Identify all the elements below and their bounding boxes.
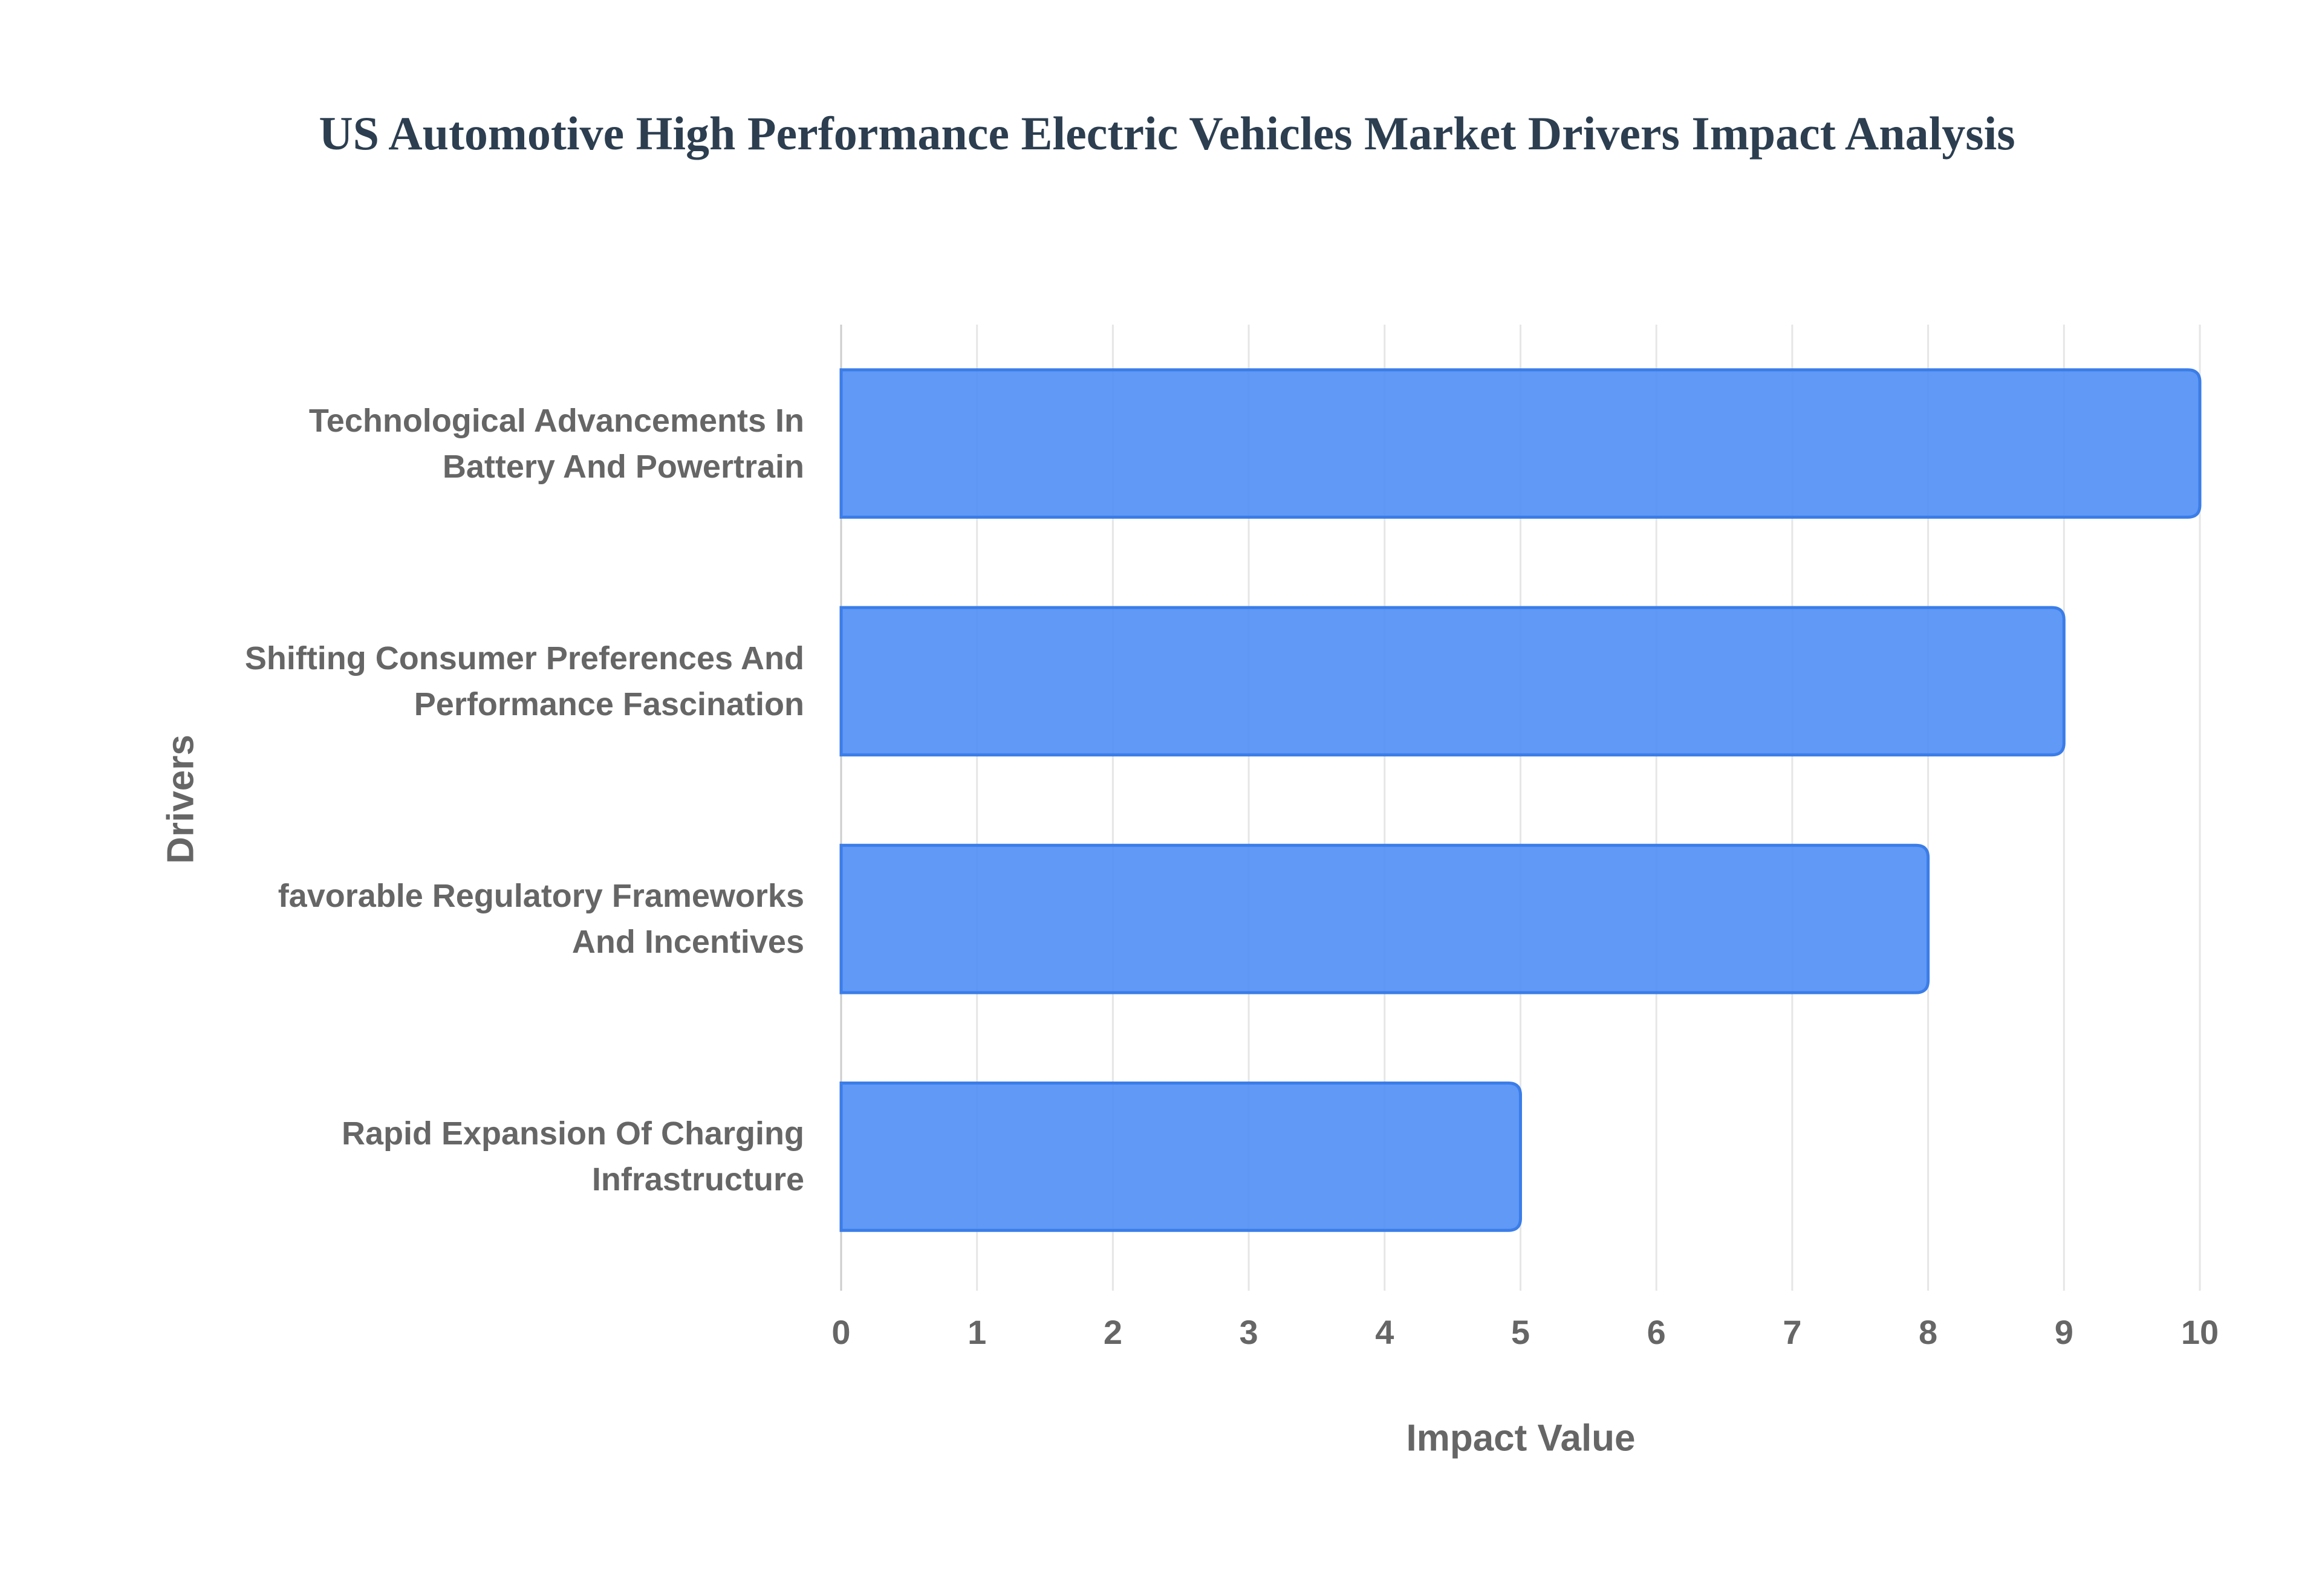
bar [839, 843, 1930, 994]
x-tick-label: 1 [968, 1313, 986, 1351]
x-tick-label: 9 [2055, 1313, 2073, 1351]
x-tick-label: 4 [1375, 1313, 1394, 1351]
y-axis-title: Drivers [160, 735, 201, 864]
y-tick-label: Shifting Consumer Preferences And Perfor… [244, 640, 804, 722]
y-tick-label: Technological Advancements In Battery An… [308, 402, 804, 485]
x-tick-label: 7 [1783, 1313, 1801, 1351]
x-tick-label: 6 [1647, 1313, 1666, 1351]
x-tick-label: 5 [1511, 1313, 1530, 1351]
y-tick-label: favorable Regulatory Frameworks And Ince… [278, 878, 804, 961]
bar [839, 606, 2066, 757]
x-axis-title: Impact Value [1406, 1417, 1635, 1459]
x-tick-label: 2 [1104, 1313, 1122, 1351]
bar [839, 1081, 1522, 1232]
x-tick-label: 8 [1919, 1313, 1937, 1351]
chart-title: US Automotive High Performance Electric … [319, 107, 2015, 160]
x-tick-label: 10 [2181, 1313, 2219, 1351]
x-tick-label: 0 [831, 1313, 850, 1351]
bar [839, 368, 2202, 519]
x-tick-label: 3 [1240, 1313, 1258, 1351]
y-tick-label: Rapid Expansion Of Charging Infrastructu… [341, 1115, 804, 1198]
